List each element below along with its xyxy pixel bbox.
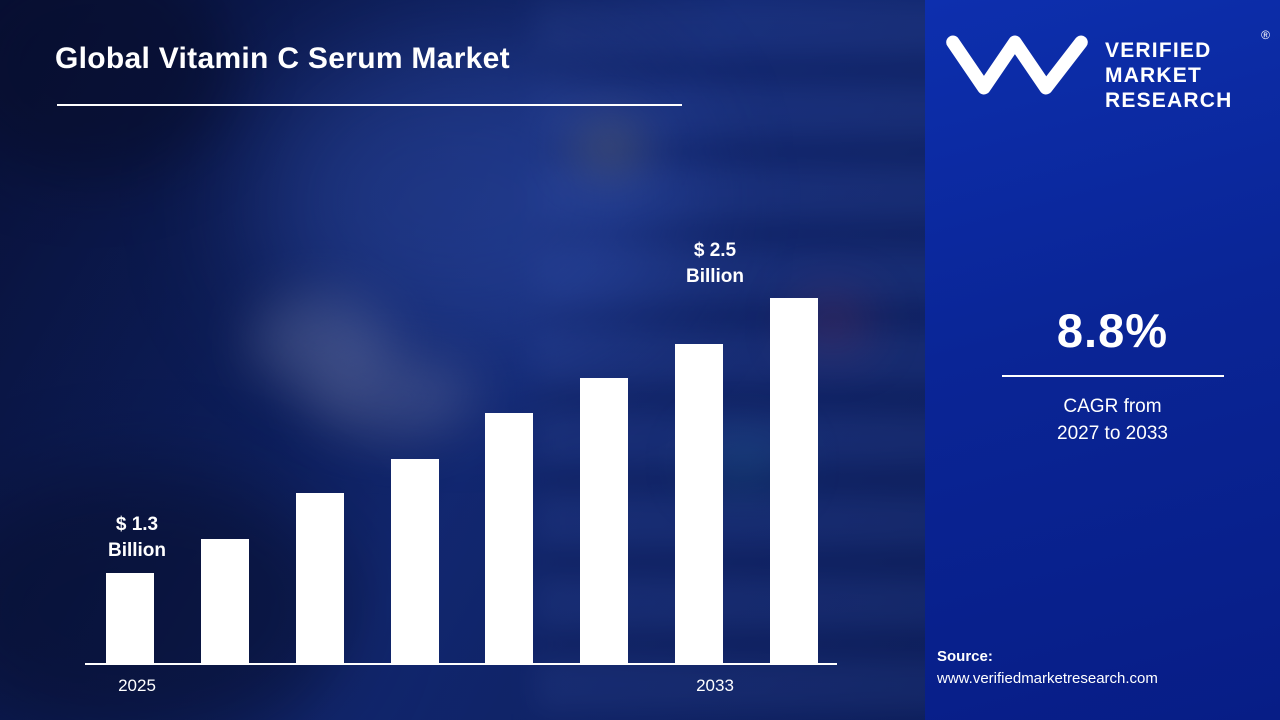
brand-word-2: MARKET [1105, 64, 1203, 87]
source-url: www.verifiedmarketresearch.com [937, 670, 1158, 687]
brand-wordmark: VERIFIED MARKET RESEARCH [1105, 34, 1232, 113]
brand-logo: VERIFIED MARKET RESEARCH [943, 34, 1232, 113]
cart-contents-blur [250, 295, 390, 390]
stat-divider-line [1001, 375, 1224, 377]
background-glow [250, 40, 670, 360]
right-panel: VERIFIED MARKET RESEARCH ® 8.8% CAGR fro… [925, 0, 1280, 720]
brand-word-1: VERIFIED [1105, 39, 1212, 62]
bar-2025 [106, 573, 154, 665]
bar-2033 [769, 298, 818, 665]
vmr-monogram-icon [946, 35, 1088, 95]
registered-trademark-symbol: ® [1261, 28, 1270, 42]
unit-line: Billion [107, 540, 167, 561]
source-label: Source: [937, 648, 993, 665]
value-line: $ 2.5 [693, 240, 737, 261]
first-bar-value-label: $ 1.3 Billion [72, 512, 202, 564]
last-bar-value-label: $ 2.5 Billion [650, 238, 780, 290]
shelf-product-blur [575, 125, 645, 170]
bar-year-6 [675, 344, 724, 665]
bar-year-5 [580, 378, 629, 665]
x-tick-first-year: 2025 [118, 676, 156, 695]
page-title: Global Vitamin C Serum Market [55, 42, 510, 75]
cagr-value: 8.8% [1056, 304, 1169, 357]
source-block: Source: www.verifiedmarketresearch.com [937, 646, 1158, 690]
x-axis-line [85, 663, 837, 665]
cagr-caption-line-2: 2027 to 2033 [1057, 423, 1168, 444]
title-underline [57, 104, 682, 106]
main-area: Global Vitamin C Serum Market $ 1.3 Bill… [0, 0, 925, 720]
cart-contents-blur [305, 355, 475, 440]
brand-word-3: RESEARCH [1105, 89, 1233, 112]
bar-year-2 [295, 493, 344, 665]
value-line: $ 1.3 [115, 514, 159, 535]
cagr-caption-line-1: CAGR from [1063, 396, 1162, 417]
unit-line: Billion [685, 266, 745, 287]
bar-chart [88, 285, 836, 665]
bar-year-4 [485, 413, 534, 665]
bar-year-3 [390, 459, 439, 665]
cagr-caption: CAGR from 2027 to 2033 [965, 393, 1260, 447]
x-tick-last-year: 2033 [696, 676, 734, 695]
cagr-stat-block: 8.8% CAGR from 2027 to 2033 [965, 303, 1260, 447]
bar-year-1 [200, 539, 249, 665]
